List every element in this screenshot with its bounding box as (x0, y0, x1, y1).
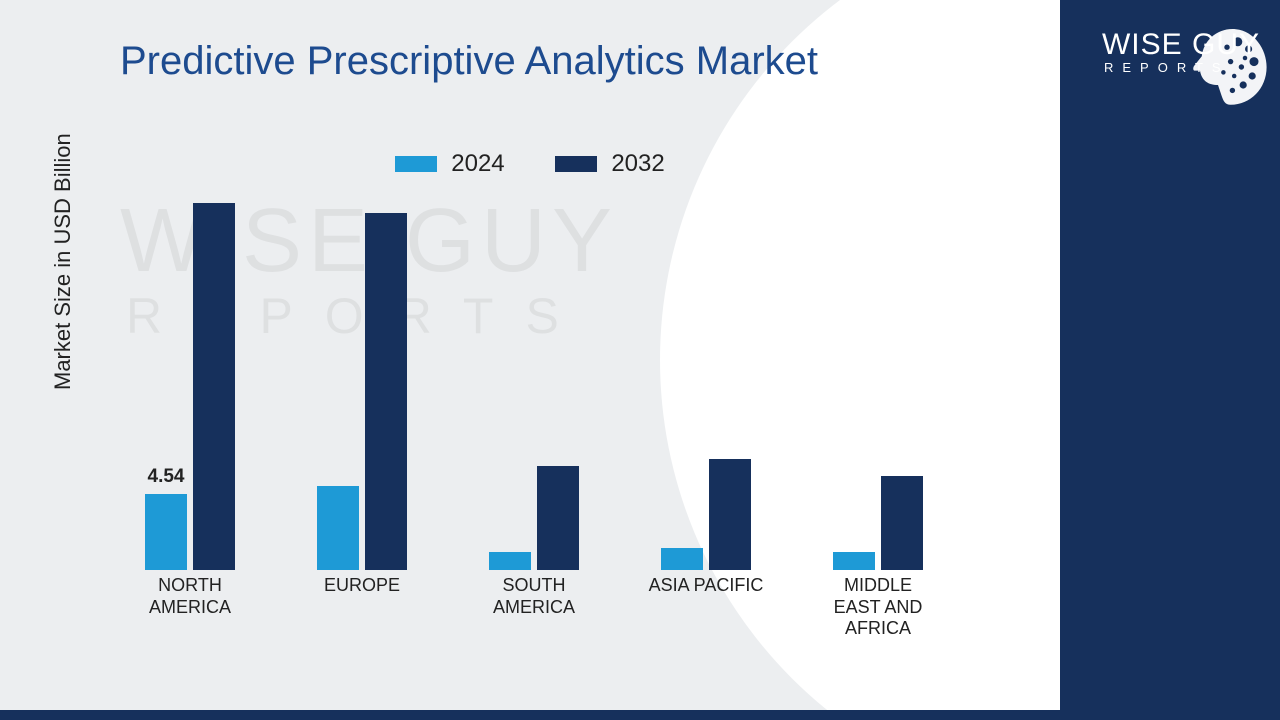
bar-2032 (365, 213, 407, 570)
bar-group (302, 200, 422, 570)
bar-2032 (709, 459, 751, 570)
brand-line2: REPORTS (1102, 60, 1260, 75)
bar-group: 4.54 (130, 200, 250, 570)
bottom-accent-bar (0, 710, 1060, 720)
legend: 2024 2032 (60, 150, 1000, 179)
bar-value-label: 4.54 (148, 466, 185, 488)
legend-label-2024: 2024 (451, 150, 504, 178)
canvas: WISE GUY REPORTS Predictive Prescriptive… (0, 0, 1280, 720)
legend-item-2024: 2024 (395, 150, 504, 178)
bar-group (474, 200, 594, 570)
category-label: EUROPE (302, 575, 422, 597)
bar-2032 (881, 476, 923, 570)
bar-2024 (317, 486, 359, 570)
legend-swatch-2032 (555, 156, 597, 172)
legend-label-2032: 2032 (611, 150, 664, 178)
bar-2024 (833, 552, 875, 571)
legend-swatch-2024 (395, 156, 437, 172)
category-label: MIDDLE EAST AND AFRICA (818, 575, 938, 640)
bar-group (646, 200, 766, 570)
brand-line1: WISE GUY (1102, 28, 1260, 62)
brand-logo: WISE GUY REPORTS (1102, 28, 1260, 75)
category-label: NORTH AMERICA (130, 575, 250, 618)
bar-2024 (661, 548, 703, 570)
bar-2032 (193, 203, 235, 570)
category-label: SOUTH AMERICA (474, 575, 594, 618)
bar-group (818, 200, 938, 570)
bar-2024 (489, 552, 531, 571)
bar-2024 (145, 494, 187, 570)
category-label: ASIA PACIFIC (646, 575, 766, 597)
chart-area: Market Size in USD Billion 2024 2032 4.5… (60, 150, 1000, 670)
legend-item-2032: 2032 (555, 150, 664, 178)
chart-title: Predictive Prescriptive Analytics Market (120, 38, 818, 84)
plot-area: 4.54 (130, 200, 990, 570)
bar-2032 (537, 466, 579, 570)
